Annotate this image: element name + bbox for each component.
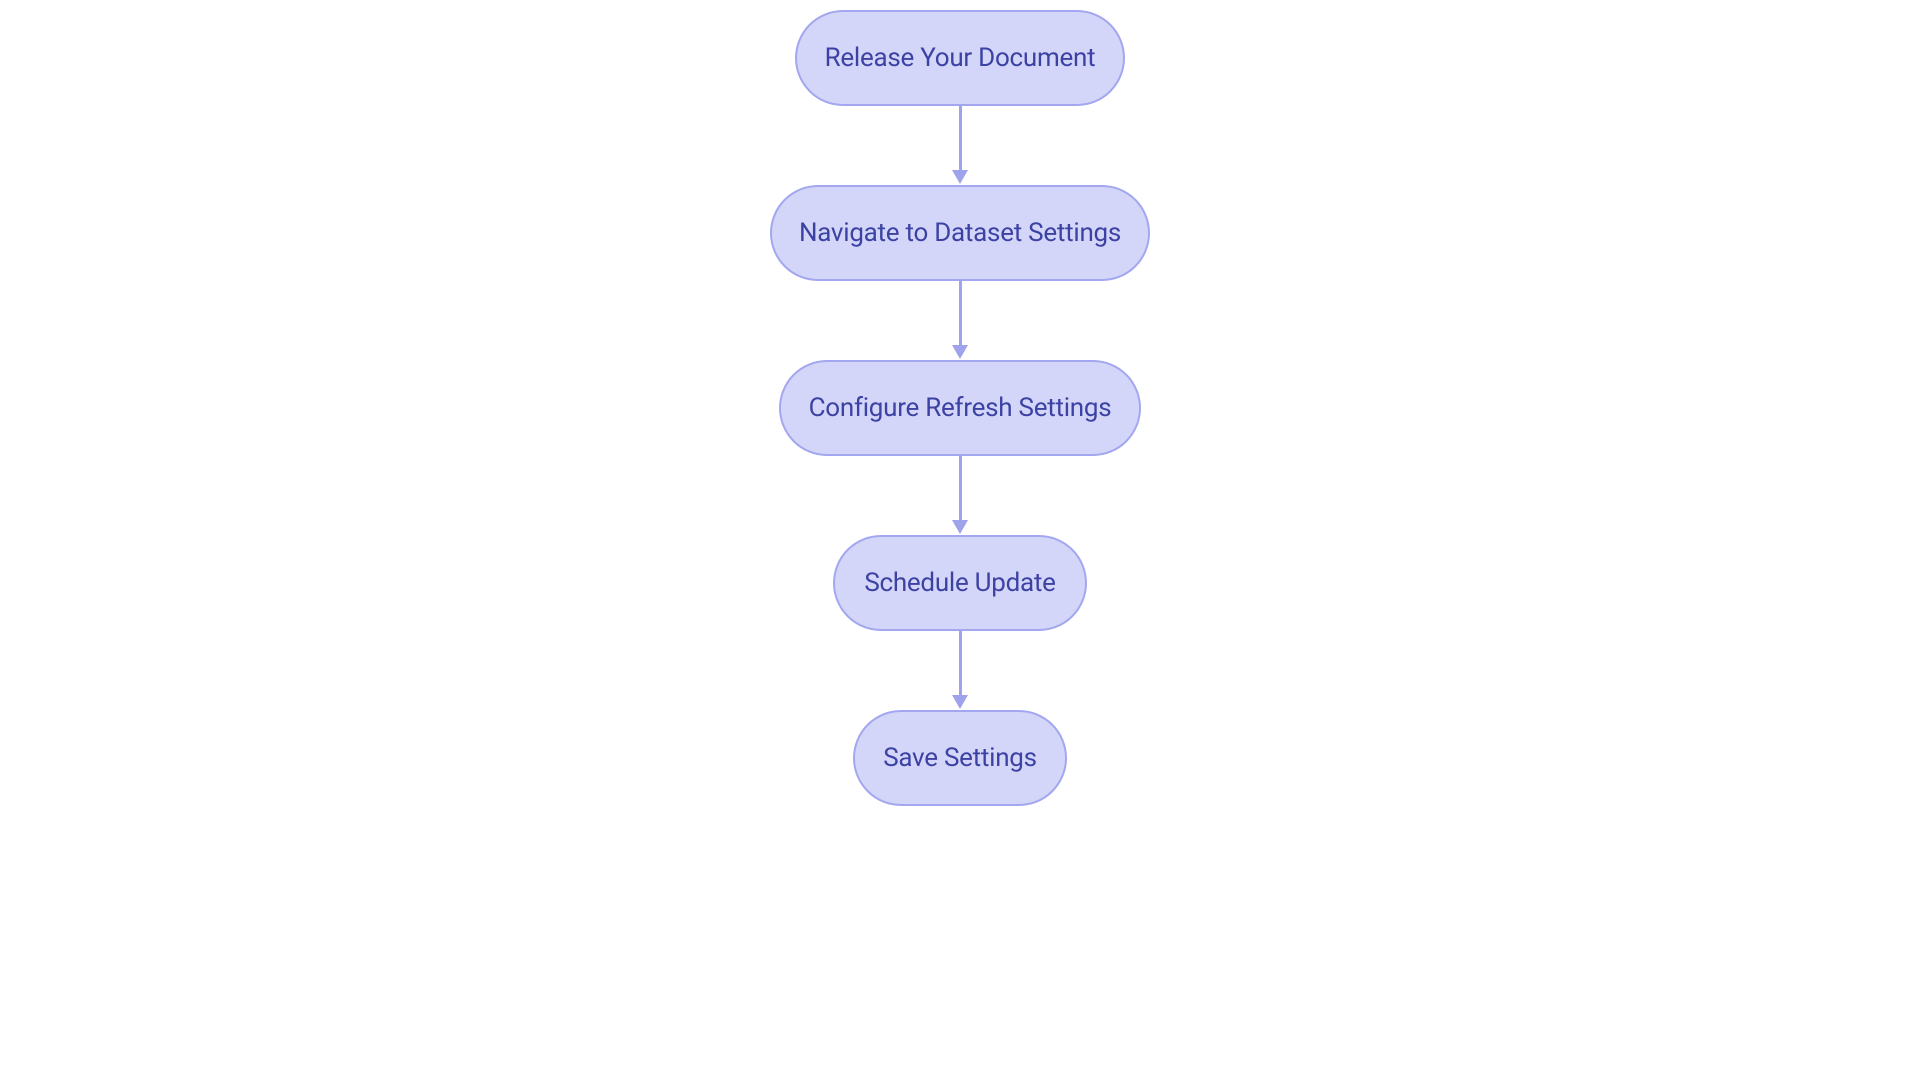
- arrow-down-icon: [952, 631, 968, 709]
- node-label: Schedule Update: [864, 568, 1055, 598]
- node-navigate-settings: Navigate to Dataset Settings: [770, 185, 1150, 281]
- node-schedule-update: Schedule Update: [833, 535, 1087, 631]
- arrow-down-icon: [952, 456, 968, 534]
- node-save-settings: Save Settings: [853, 710, 1067, 806]
- node-release-document: Release Your Document: [795, 10, 1125, 106]
- node-label: Navigate to Dataset Settings: [799, 218, 1121, 248]
- arrow-down-icon: [952, 281, 968, 359]
- node-label: Release Your Document: [825, 43, 1096, 73]
- flowchart-container: Release Your Document Navigate to Datase…: [660, 0, 1260, 1083]
- node-configure-refresh: Configure Refresh Settings: [779, 360, 1141, 456]
- node-label: Save Settings: [883, 743, 1037, 773]
- arrow-down-icon: [952, 106, 968, 184]
- node-label: Configure Refresh Settings: [809, 393, 1112, 423]
